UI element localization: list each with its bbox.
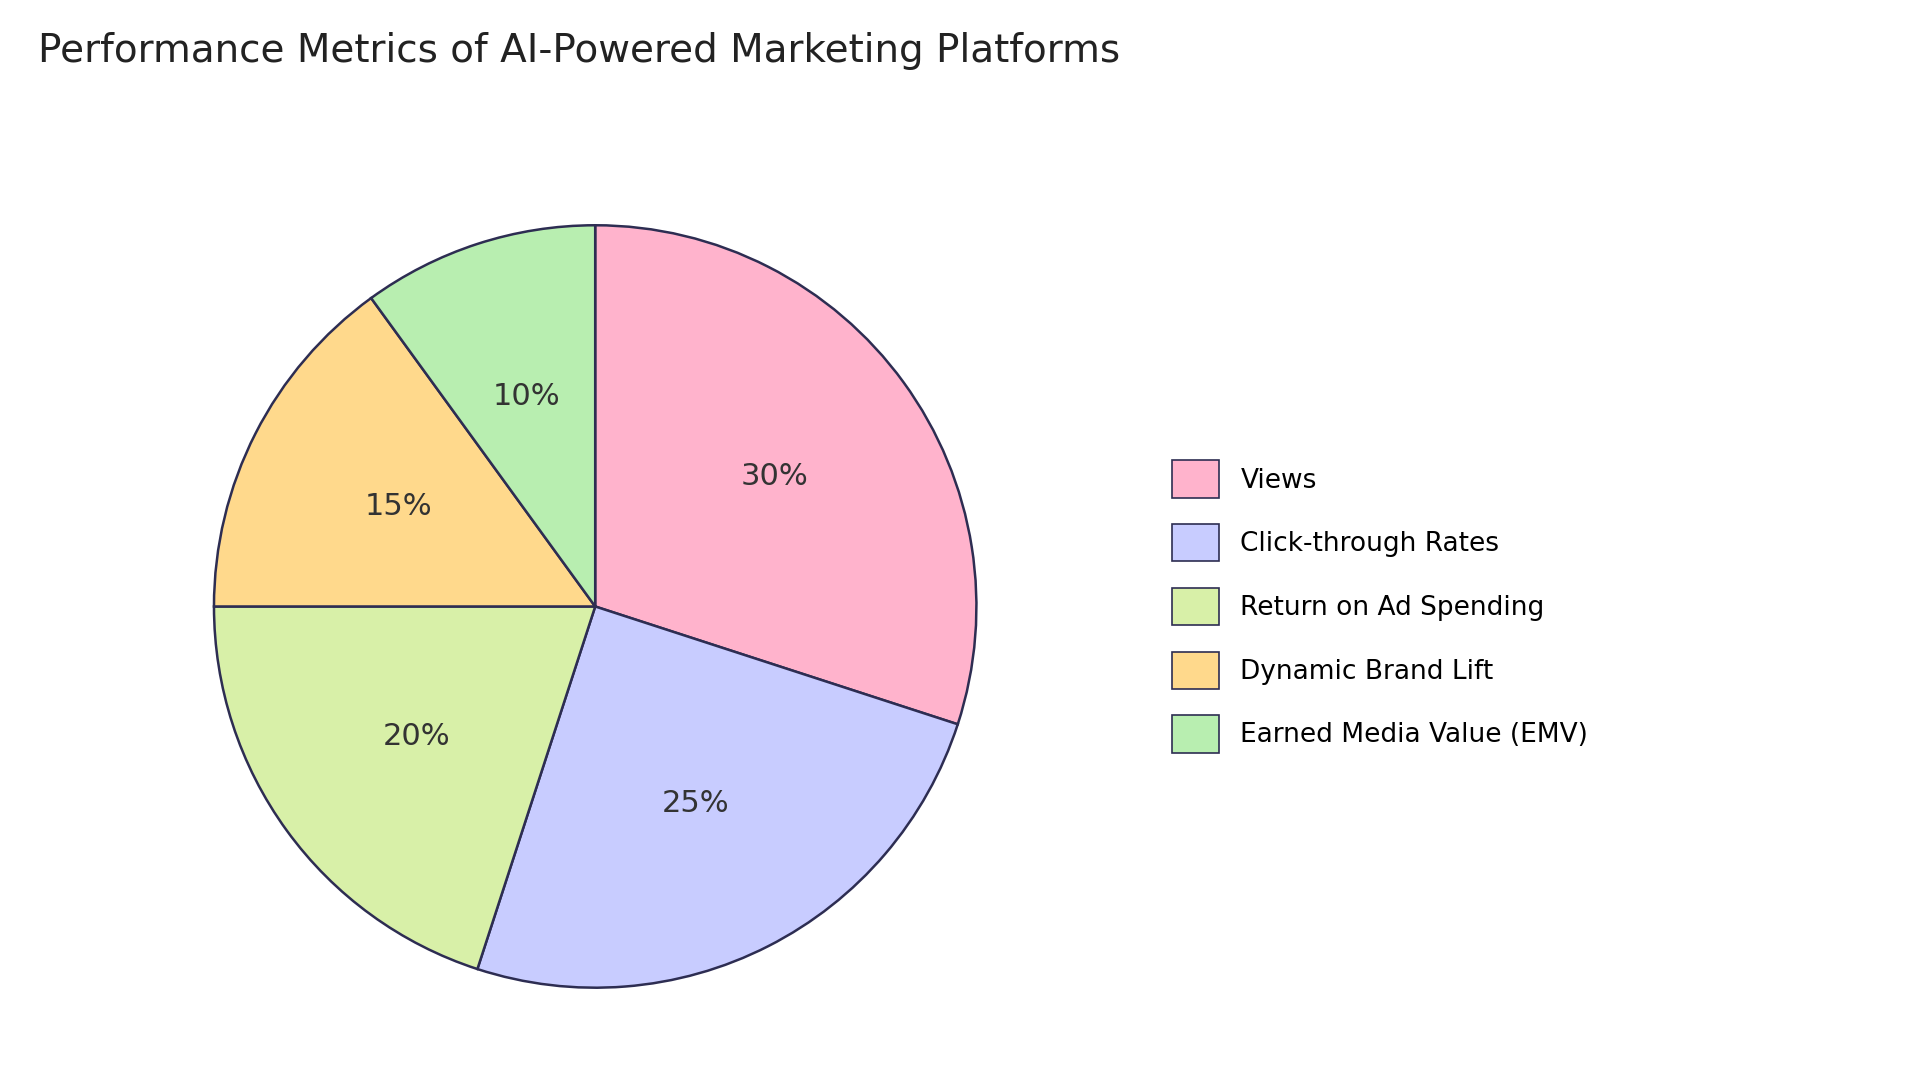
Wedge shape [213, 298, 595, 606]
Text: 10%: 10% [493, 381, 561, 410]
Legend: Views, Click-through Rates, Return on Ad Spending, Dynamic Brand Lift, Earned Me: Views, Click-through Rates, Return on Ad… [1162, 449, 1599, 764]
Wedge shape [478, 606, 958, 988]
Text: 30%: 30% [741, 462, 808, 491]
Text: 25%: 25% [662, 790, 730, 818]
Text: 20%: 20% [382, 722, 449, 751]
Text: Performance Metrics of AI-Powered Marketing Platforms: Performance Metrics of AI-Powered Market… [38, 32, 1121, 70]
Wedge shape [595, 225, 977, 725]
Wedge shape [371, 225, 595, 606]
Text: 15%: 15% [365, 492, 432, 521]
Wedge shape [213, 606, 595, 969]
